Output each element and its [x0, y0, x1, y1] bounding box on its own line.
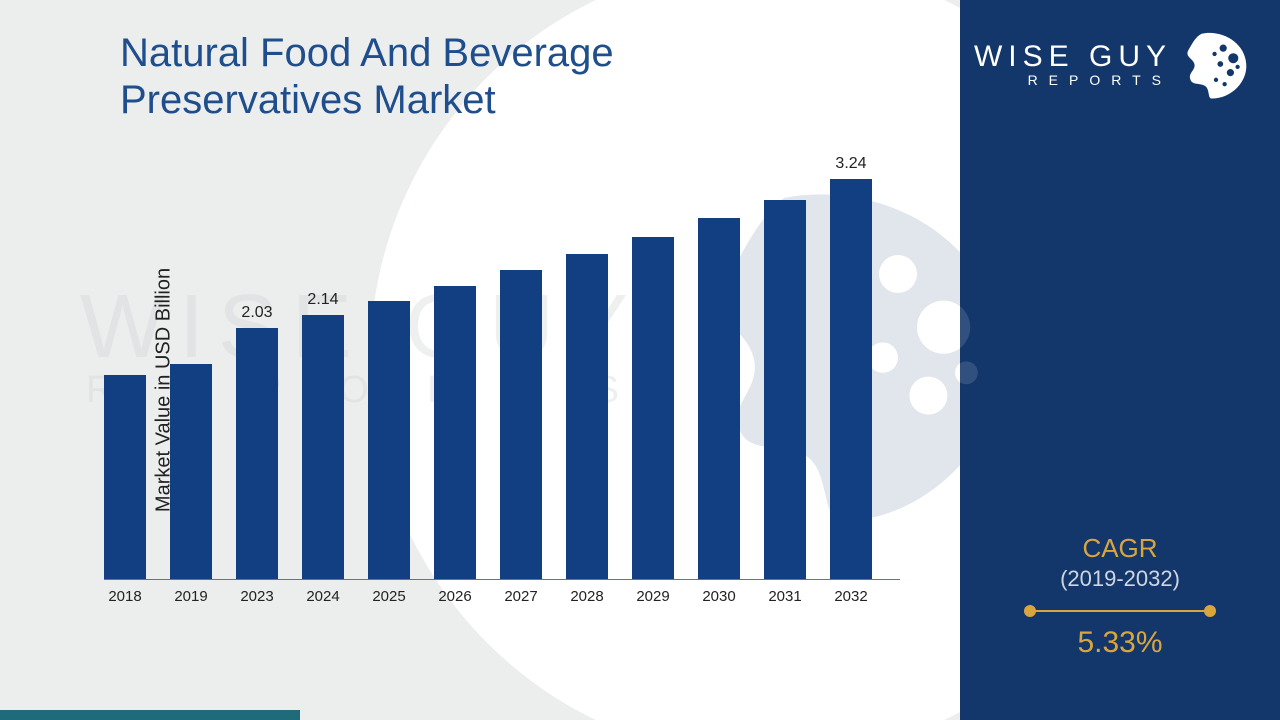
infographic-canvas: WISE GUY R E P O R T S Natural Food And …	[0, 0, 1280, 720]
x-tick: 2027	[491, 588, 551, 605]
x-tick: 2032	[821, 588, 881, 605]
plot-area: 2018201920232.0320242.142025202620272028…	[104, 160, 900, 580]
x-tick: 2024	[293, 588, 353, 605]
brand-head-icon	[1180, 28, 1252, 100]
bar-value-label: 2.03	[227, 304, 287, 322]
bar	[368, 301, 410, 579]
x-tick: 2031	[755, 588, 815, 605]
x-tick: 2030	[689, 588, 749, 605]
footer-accent-bar	[0, 710, 300, 720]
brand-logo-line2: REPORTS	[974, 72, 1172, 88]
chart-title: Natural Food And Beverage Preservatives …	[120, 30, 820, 124]
brand-logo: WISE GUY REPORTS	[974, 28, 1252, 100]
bar	[830, 179, 872, 579]
brand-logo-line1: WISE GUY	[974, 40, 1172, 74]
cagr-divider	[1030, 610, 1210, 612]
x-tick: 2023	[227, 588, 287, 605]
bar-value-label: 2.14	[293, 291, 353, 309]
bar	[236, 328, 278, 579]
bar	[500, 270, 542, 579]
bar	[764, 200, 806, 579]
x-tick: 2025	[359, 588, 419, 605]
cagr-box: CAGR (2019-2032) 5.33%	[1000, 533, 1240, 660]
x-tick: 2019	[161, 588, 221, 605]
cagr-label: CAGR	[1000, 533, 1240, 564]
bar-chart: Market Value in USD Billion 201820192023…	[80, 160, 900, 620]
cagr-period: (2019-2032)	[1000, 566, 1240, 592]
bar	[170, 364, 212, 579]
bar	[566, 254, 608, 579]
bar	[434, 286, 476, 579]
bar	[632, 237, 674, 579]
brand-logo-text: WISE GUY REPORTS	[974, 40, 1172, 88]
bar-value-label: 3.24	[821, 155, 881, 173]
bar	[302, 315, 344, 579]
x-tick: 2018	[95, 588, 155, 605]
x-tick: 2029	[623, 588, 683, 605]
bar	[104, 375, 146, 579]
x-tick: 2028	[557, 588, 617, 605]
bar	[698, 218, 740, 579]
cagr-value: 5.33%	[1000, 626, 1240, 660]
x-tick: 2026	[425, 588, 485, 605]
